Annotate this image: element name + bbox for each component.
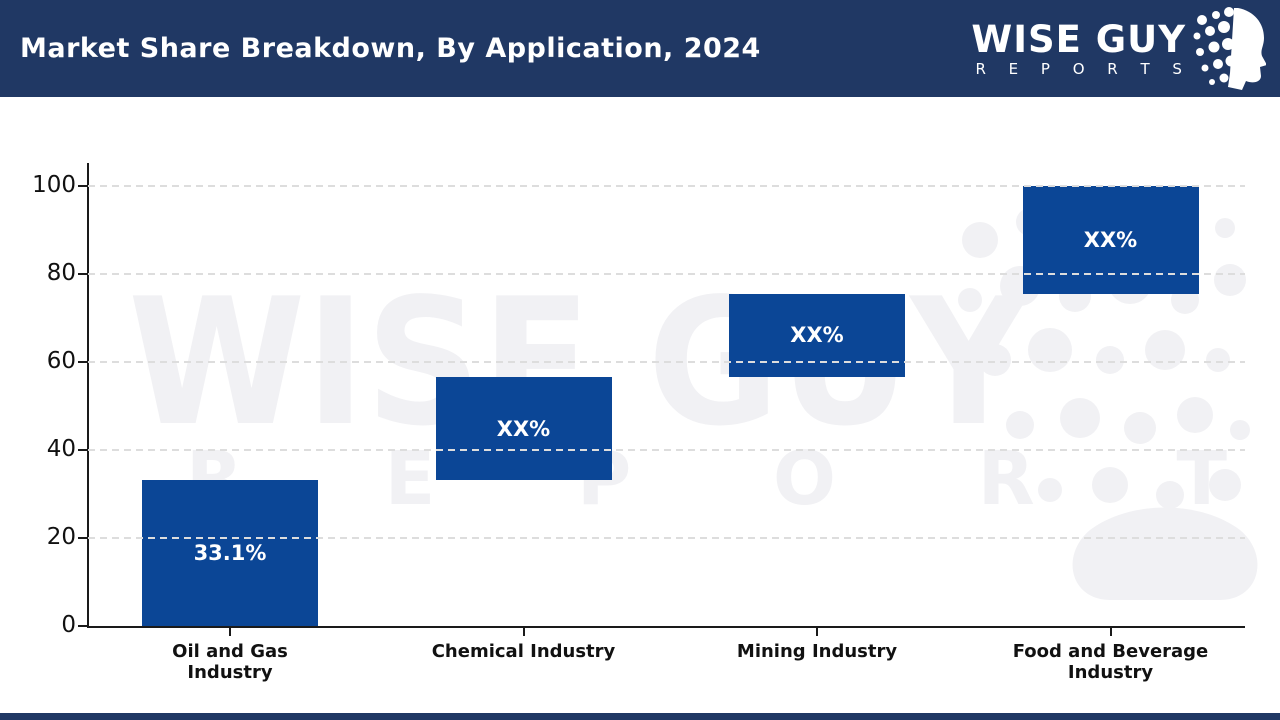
x-category-label: Food and Beverage Industry	[991, 641, 1231, 683]
x-tick-mark	[1109, 628, 1112, 636]
x-tick-mark	[816, 628, 818, 636]
brand-logo: WISE GUY R E P O R T S	[971, 6, 1280, 92]
bar-2: XX%	[435, 376, 612, 481]
x-category-label: Oil and Gas Industry	[110, 641, 350, 683]
x-category-label-line: Oil and Gas	[172, 641, 288, 662]
bar-1: 33.1%	[142, 480, 318, 626]
y-tick-label: 0	[61, 612, 76, 638]
bar-3: XX%	[729, 293, 905, 377]
gridline	[88, 449, 1245, 451]
brand-logo-name: WISE GUY	[971, 17, 1186, 61]
gridline	[88, 361, 1245, 363]
y-tick-mark	[78, 361, 87, 363]
page-title: Market Share Breakdown, By Application, …	[20, 33, 761, 64]
x-category-label-line: Food and Beverage	[1012, 641, 1209, 662]
y-tick-label: 60	[46, 348, 76, 374]
y-tick-mark	[78, 537, 87, 539]
gridline	[88, 537, 1245, 539]
x-category-label-line: Industry	[1067, 662, 1154, 684]
y-tick-label: 20	[46, 524, 76, 550]
y-tick-label: 40	[46, 436, 76, 462]
bar-value-label: XX%	[496, 416, 551, 441]
y-tick-label: 100	[32, 172, 76, 198]
x-category-label-line: Mining Industry	[736, 641, 898, 662]
x-tick-mark	[522, 628, 525, 636]
y-tick-mark	[78, 185, 87, 187]
bar-value-label: XX%	[790, 323, 844, 348]
x-category-label: Chemical Industry	[404, 641, 644, 662]
x-axis-line	[87, 626, 1245, 628]
bar-value-label: XX%	[1083, 227, 1138, 252]
bar-value-label: 33.1%	[193, 541, 267, 566]
y-axis-line	[87, 163, 89, 628]
y-tick-mark	[78, 273, 87, 275]
x-category-label: Mining Industry	[697, 641, 937, 662]
gridline	[88, 273, 1245, 275]
gridline	[88, 185, 1245, 187]
y-tick-label: 80	[46, 260, 76, 286]
x-category-label-line: Chemical Industry	[431, 641, 616, 662]
y-tick-mark	[78, 449, 87, 451]
header-bar: Market Share Breakdown, By Application, …	[0, 0, 1280, 97]
logo-head-icon	[1193, 6, 1266, 90]
x-category-label-line: Industry	[187, 662, 273, 684]
bar-4: XX%	[1022, 186, 1199, 294]
plot-area: 0 20 40 60 80 100 33.1% Oil and Gas Industry XX% C…	[0, 97, 1280, 713]
x-tick-mark	[229, 628, 231, 636]
brand-logo-text: WISE GUY R E P O R T S	[971, 21, 1186, 77]
brand-logo-subname: R E P O R T S	[975, 59, 1191, 78]
footer-bar	[0, 713, 1280, 720]
y-tick-mark	[78, 625, 87, 627]
